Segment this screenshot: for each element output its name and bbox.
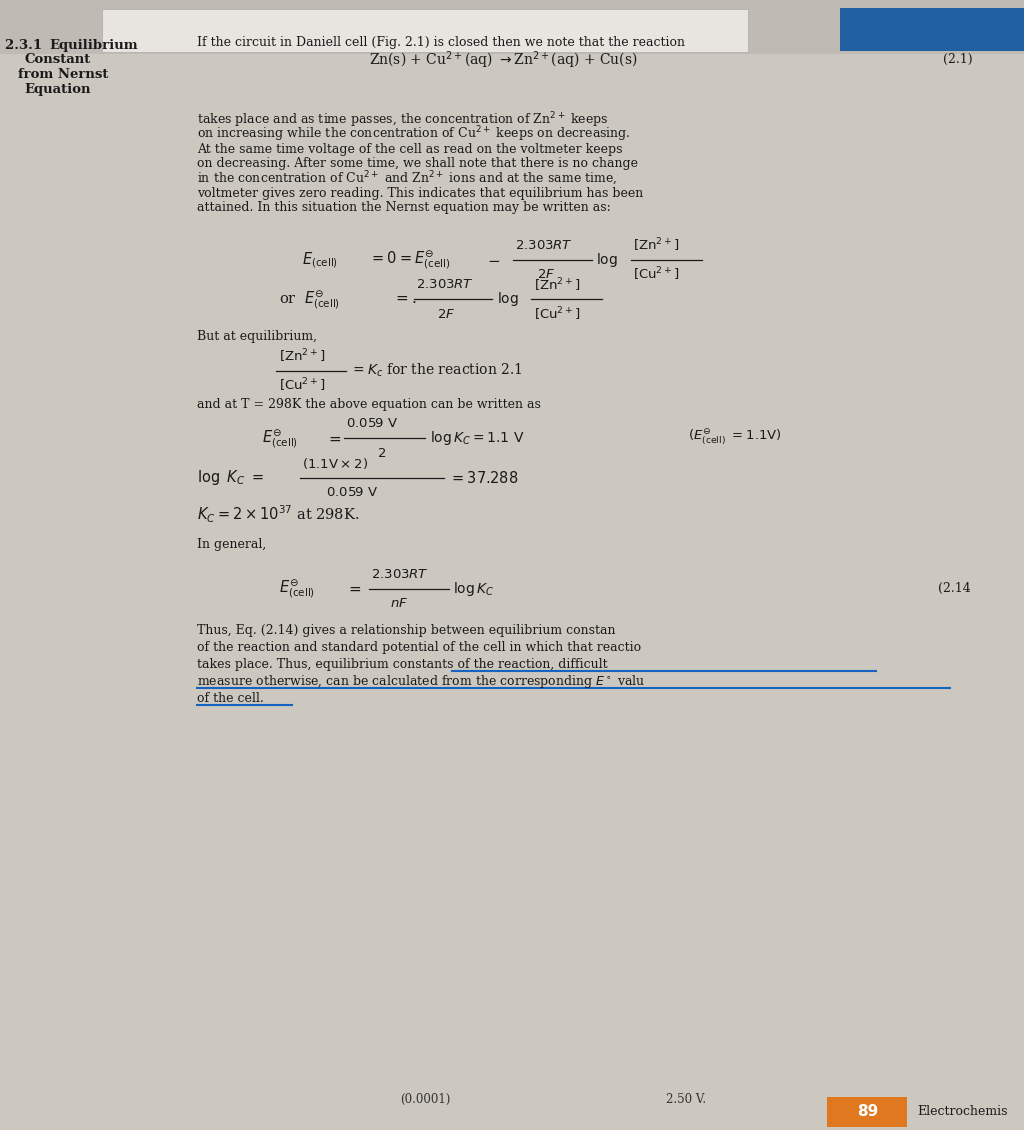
Text: of the cell.: of the cell.	[197, 692, 263, 705]
Text: measure otherwise, can be calculated from the corresponding $E^\circ$ valu: measure otherwise, can be calculated fro…	[197, 672, 645, 690]
Text: $= 37.288$: $= 37.288$	[449, 470, 518, 486]
Text: $nF$: $nF$	[390, 597, 409, 610]
Text: $(E^{\ominus}_{\mathrm{(cell)}}\ = 1.1\mathrm{V})$: $(E^{\ominus}_{\mathrm{(cell)}}\ = 1.1\m…	[688, 428, 782, 449]
Text: Thus, Eq. (2.14) gives a relationship between equilibrium constan: Thus, Eq. (2.14) gives a relationship be…	[197, 624, 615, 637]
Text: Electrochemis: Electrochemis	[918, 1105, 1008, 1119]
Text: on decreasing. After some time, we shall note that there is no change: on decreasing. After some time, we shall…	[197, 157, 638, 171]
Text: Constant: Constant	[25, 53, 91, 67]
Text: Equation: Equation	[25, 82, 91, 96]
Text: $\log\ K_C\ =$: $\log\ K_C\ =$	[197, 469, 263, 487]
Text: $[\mathrm{Zn}^{2+}]$: $[\mathrm{Zn}^{2+}]$	[279, 347, 325, 365]
FancyBboxPatch shape	[0, 0, 1024, 54]
Text: Zn(s) + Cu$^{2+}$(aq) $\rightarrow$Zn$^{2+}$(aq) + Cu(s): Zn(s) + Cu$^{2+}$(aq) $\rightarrow$Zn$^{…	[369, 49, 637, 71]
Text: 2.50 V.: 2.50 V.	[666, 1093, 707, 1106]
Text: $K_C = 2 \times 10^{37}$ at 298K.: $K_C = 2 \times 10^{37}$ at 298K.	[197, 504, 359, 524]
Text: $2$: $2$	[377, 446, 386, 460]
Text: $0.059\ \mathrm{V}$: $0.059\ \mathrm{V}$	[326, 486, 378, 499]
Text: If the circuit in Daniell cell (Fig. 2.1) is closed then we note that the reacti: If the circuit in Daniell cell (Fig. 2.1…	[197, 36, 685, 50]
Text: (0.0001): (0.0001)	[399, 1093, 451, 1106]
Text: on increasing while the concentration of Cu$^{2+}$ keeps on decreasing.: on increasing while the concentration of…	[197, 124, 631, 145]
Text: $0.059\ \mathrm{V}$: $0.059\ \mathrm{V}$	[346, 417, 398, 431]
Text: and at T = 298K the above equation can be written as: and at T = 298K the above equation can b…	[197, 398, 541, 411]
Text: $=$: $=$	[346, 582, 362, 596]
Text: $2.303RT$: $2.303RT$	[416, 278, 473, 292]
Text: takes place. Thus, equilibrium constants of the reaction, difficult: takes place. Thus, equilibrium constants…	[197, 658, 607, 671]
Text: $-$: $-$	[487, 253, 501, 267]
Text: $E^{\ominus}_{\mathrm{(cell)}}$: $E^{\ominus}_{\mathrm{(cell)}}$	[279, 577, 314, 600]
Text: in the concentration of Cu$^{2+}$ and Zn$^{2+}$ ions and at the same time,: in the concentration of Cu$^{2+}$ and Zn…	[197, 170, 616, 188]
Text: $= 0 = E^{\ominus}_{\mathrm{(cell)}}$: $= 0 = E^{\ominus}_{\mathrm{(cell)}}$	[369, 249, 450, 271]
Text: takes place and as time passes, the concentration of Zn$^{2+}$ keeps: takes place and as time passes, the conc…	[197, 110, 608, 130]
Text: 89: 89	[857, 1104, 878, 1120]
Text: $2.303RT$: $2.303RT$	[371, 567, 428, 581]
Text: $[\mathrm{Cu}^{2+}]$: $[\mathrm{Cu}^{2+}]$	[633, 266, 680, 284]
FancyBboxPatch shape	[840, 8, 1024, 51]
Text: from Nernst: from Nernst	[18, 68, 109, 81]
Text: $= K_c$ for the reaction 2.1: $= K_c$ for the reaction 2.1	[350, 362, 523, 380]
Text: (2.1): (2.1)	[943, 53, 973, 67]
FancyBboxPatch shape	[102, 9, 748, 52]
Text: $[\mathrm{Zn}^{2+}]$: $[\mathrm{Zn}^{2+}]$	[534, 276, 580, 294]
Text: voltmeter gives zero reading. This indicates that equilibrium has been: voltmeter gives zero reading. This indic…	[197, 186, 643, 200]
Text: $=$: $=$	[326, 432, 342, 445]
Text: $2F$: $2F$	[537, 268, 555, 281]
Text: or  $E^{\ominus}_{\mathrm{(cell)}}$: or $E^{\ominus}_{\mathrm{(cell)}}$	[279, 288, 340, 311]
Text: In general,: In general,	[197, 538, 266, 551]
Text: of the reaction and standard potential of the cell in which that reactio: of the reaction and standard potential o…	[197, 641, 641, 654]
Text: $[\mathrm{Cu}^{2+}]$: $[\mathrm{Cu}^{2+}]$	[279, 376, 326, 394]
Text: $=.$: $=.$	[393, 293, 417, 306]
Text: $\log K_C$: $\log K_C$	[453, 580, 494, 598]
Text: Equilibrium: Equilibrium	[49, 38, 138, 52]
Text: $(1.1\mathrm{V}\times 2)$: $(1.1\mathrm{V}\times 2)$	[302, 455, 368, 471]
FancyBboxPatch shape	[827, 1097, 907, 1127]
Text: 2.3.1: 2.3.1	[5, 38, 47, 52]
Text: $\log$: $\log$	[497, 290, 518, 308]
Text: $\log K_C = 1.1\ \mathrm{V}$: $\log K_C = 1.1\ \mathrm{V}$	[430, 429, 524, 447]
Text: $[\mathrm{Cu}^{2+}]$: $[\mathrm{Cu}^{2+}]$	[534, 305, 581, 323]
Text: $E^{\ominus}_{\mathrm{(cell)}}$: $E^{\ominus}_{\mathrm{(cell)}}$	[262, 427, 298, 450]
Text: At the same time voltage of the cell as read on the voltmeter keeps: At the same time voltage of the cell as …	[197, 142, 623, 156]
Text: $[\mathrm{Zn}^{2+}]$: $[\mathrm{Zn}^{2+}]$	[633, 236, 679, 254]
Text: (2.14: (2.14	[938, 582, 971, 596]
Text: $2.303RT$: $2.303RT$	[515, 238, 572, 252]
Text: attained. In this situation the Nernst equation may be written as:: attained. In this situation the Nernst e…	[197, 201, 610, 215]
Text: $E_{\mathrm{(cell)}}$: $E_{\mathrm{(cell)}}$	[302, 250, 338, 270]
Text: But at equilibrium,: But at equilibrium,	[197, 330, 316, 344]
Text: $\log$: $\log$	[596, 251, 617, 269]
Text: $2F$: $2F$	[437, 307, 456, 321]
